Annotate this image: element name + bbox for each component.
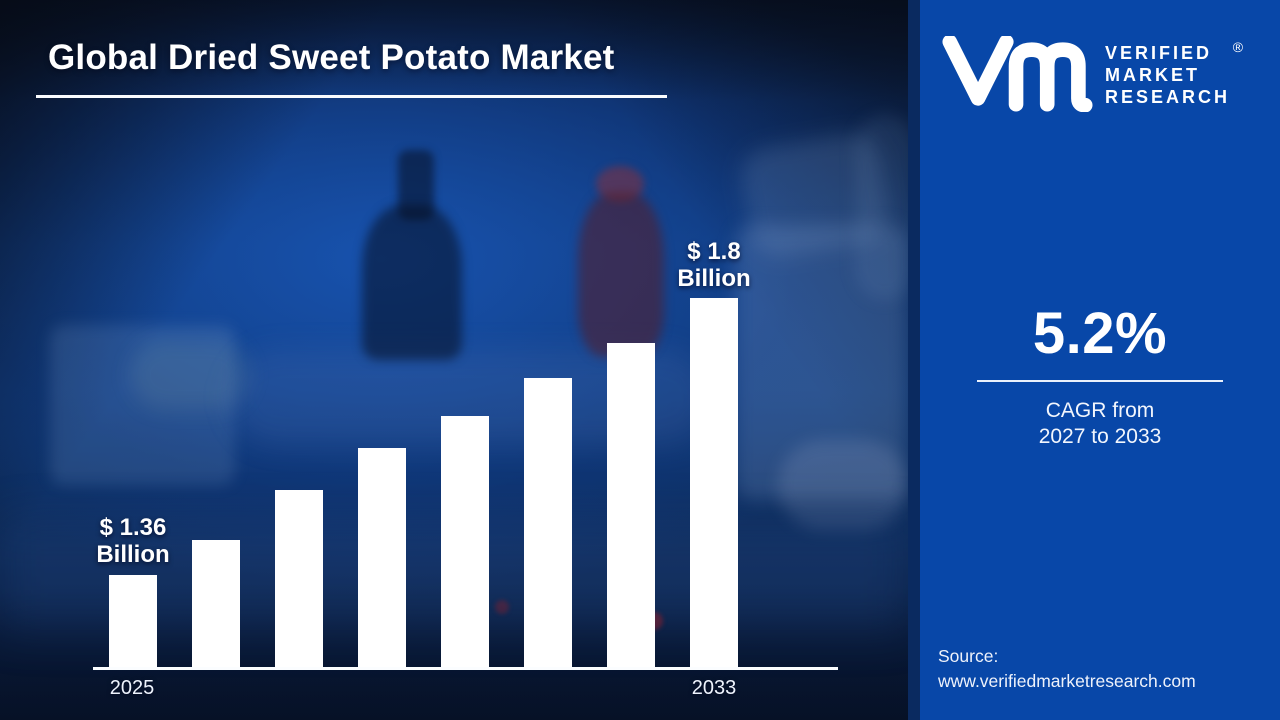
page-title: Global Dried Sweet Potato Market (48, 38, 615, 77)
chart-bar (690, 298, 738, 667)
x-tick-last: 2033 (691, 677, 737, 699)
registered-trademark-icon: ® (1232, 39, 1247, 55)
x-axis-line (93, 667, 838, 670)
brand-word-verified: VERIFIED (1105, 43, 1213, 63)
chart-bar (358, 448, 406, 667)
panel-divider (908, 0, 920, 720)
value-label-2025: $ 1.36 Billion (96, 514, 169, 568)
value-label-2025-line2: Billion (96, 541, 170, 568)
chart-bar (607, 343, 655, 667)
photo-bottle-neck (398, 150, 434, 220)
value-label-2033-line1: $ 1.8 (687, 238, 741, 265)
value-label-2025-line1: $ 1.36 (99, 514, 167, 541)
photo-whisk-right (855, 115, 908, 300)
photo-fries-top (736, 128, 894, 262)
cagr-caption: CAGR from 2027 to 2033 (920, 398, 1280, 450)
title-underline (36, 95, 667, 98)
photo-pepper-grinder-knob (596, 166, 644, 202)
brand-word-market: MARKET (1105, 65, 1200, 85)
cagr-value: 5.2% (1032, 301, 1168, 366)
chart-bar (109, 575, 157, 667)
source-block: Source: www.verifiedmarketresearch.com (938, 644, 1196, 694)
photo-background: Global Dried Sweet Potato Market $ 1.36 … (0, 0, 908, 720)
brand-logo: VERIFIED MARKET RESEARCH ® (940, 34, 1243, 112)
cagr-underline (977, 380, 1223, 382)
value-label-2033: $ 1.8 Billion (677, 238, 750, 292)
x-tick-first: 2025 (109, 677, 155, 699)
source-url: www.verifiedmarketresearch.com (938, 671, 1196, 691)
cagr-caption-line1: CAGR from (1045, 399, 1155, 422)
value-label-2033-line2: Billion (677, 265, 751, 292)
chart-bar (524, 378, 572, 667)
source-label: Source: (938, 646, 999, 666)
brand-panel: VERIFIED MARKET RESEARCH ® 5.2% CAGR fro… (920, 0, 1280, 720)
chart-bar (275, 490, 323, 667)
brand-word-research: RESEARCH (1105, 87, 1231, 107)
brand-wordmark: VERIFIED MARKET RESEARCH ® (1105, 39, 1243, 108)
vmr-monogram-icon (942, 36, 1093, 112)
cagr-caption-line2: 2027 to 2033 (1038, 425, 1162, 448)
bar-chart-bars (93, 279, 838, 667)
cagr-stat-block: 5.2% CAGR from 2027 to 2033 (920, 300, 1280, 450)
chart-bar (192, 540, 240, 667)
chart-bar (441, 416, 489, 667)
